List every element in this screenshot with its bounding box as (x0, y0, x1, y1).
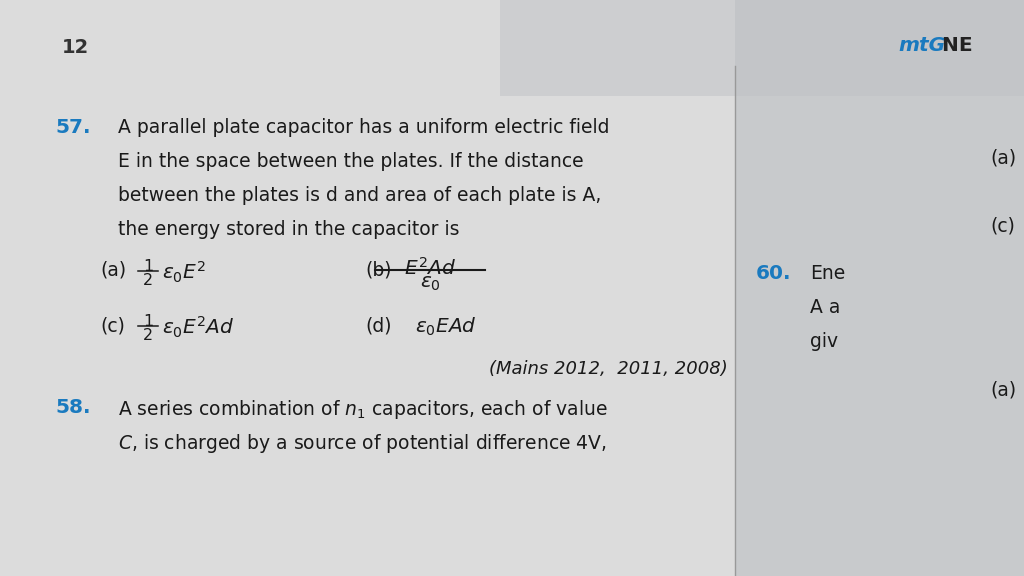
Text: mtG: mtG (898, 36, 945, 55)
Text: (a): (a) (100, 261, 126, 280)
Text: (b): (b) (365, 261, 391, 280)
Text: 58.: 58. (55, 398, 90, 417)
Text: A series combination of $n_1$ capacitors, each of value: A series combination of $n_1$ capacitors… (118, 398, 608, 421)
Text: 57.: 57. (55, 118, 90, 137)
Text: (a): (a) (990, 148, 1016, 167)
Text: $\varepsilon_0 EAd$: $\varepsilon_0 EAd$ (415, 316, 477, 338)
Text: 1: 1 (143, 314, 154, 329)
Text: $\varepsilon_0 E^2 Ad$: $\varepsilon_0 E^2 Ad$ (162, 315, 234, 340)
Text: NE: NE (935, 36, 973, 55)
Text: Ene: Ene (810, 264, 845, 283)
Text: $E^2Ad$: $E^2Ad$ (403, 257, 456, 279)
Text: (c): (c) (100, 316, 125, 335)
Text: (c): (c) (990, 216, 1015, 235)
Text: 1: 1 (143, 259, 154, 274)
Bar (500, 0, 1024, 96)
Text: $C$, is charged by a source of potential difference 4V,: $C$, is charged by a source of potential… (118, 432, 607, 455)
Text: (Mains 2012,  2011, 2008): (Mains 2012, 2011, 2008) (489, 360, 728, 378)
Text: A parallel plate capacitor has a uniform electric field: A parallel plate capacitor has a uniform… (118, 118, 609, 137)
Text: giv: giv (810, 332, 838, 351)
Text: (a): (a) (990, 381, 1016, 400)
Text: $\varepsilon_0$: $\varepsilon_0$ (420, 274, 440, 293)
Text: (d): (d) (365, 316, 391, 335)
Text: the energy stored in the capacitor is: the energy stored in the capacitor is (118, 220, 460, 239)
Text: E in the space between the plates. If the distance: E in the space between the plates. If th… (118, 152, 584, 171)
Text: A a: A a (810, 298, 841, 317)
Text: 12: 12 (62, 38, 89, 57)
Text: 60.: 60. (756, 264, 792, 283)
Bar (735, 0, 1024, 576)
Text: $\varepsilon_0 E^2$: $\varepsilon_0 E^2$ (162, 260, 206, 285)
Text: 2: 2 (143, 273, 153, 288)
Text: 2: 2 (143, 328, 153, 343)
Text: between the plates is d and area of each plate is A,: between the plates is d and area of each… (118, 186, 601, 205)
